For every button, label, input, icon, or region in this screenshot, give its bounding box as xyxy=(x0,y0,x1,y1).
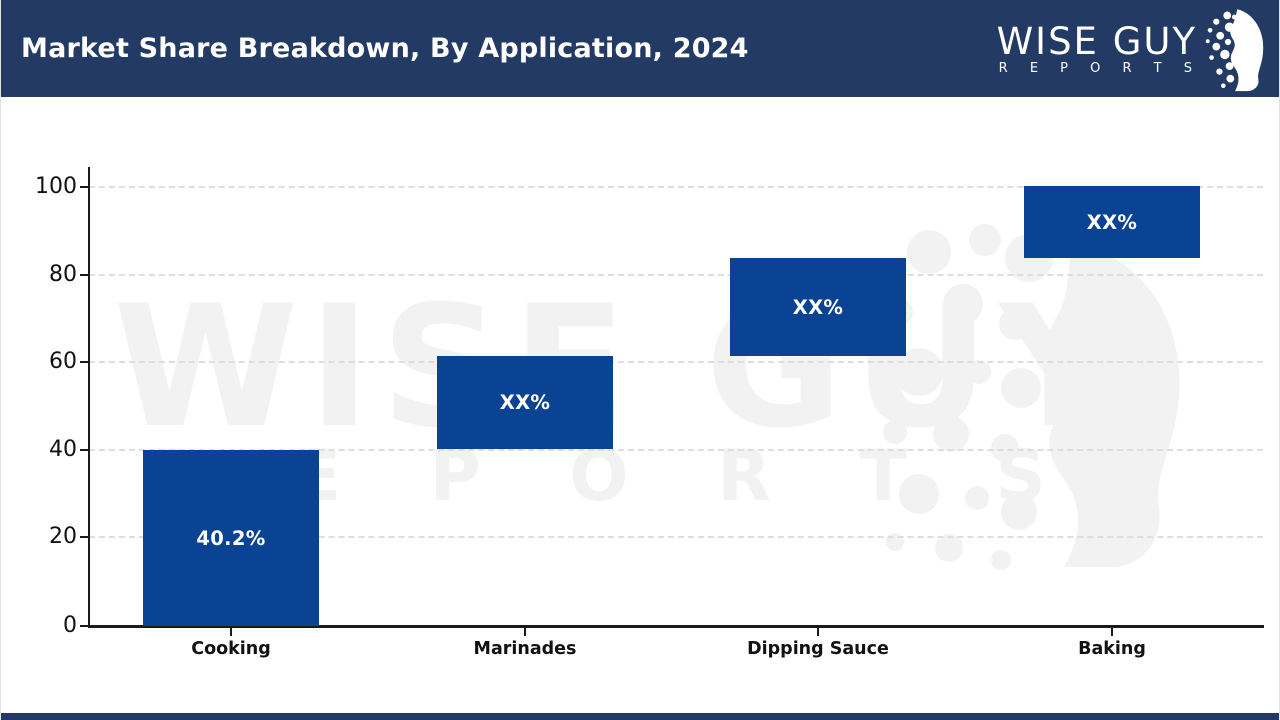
gridline-40 xyxy=(89,449,1263,451)
watermark-dotted-head-icon xyxy=(883,224,1180,570)
x-tick-label-marinades: Marinades xyxy=(473,639,577,659)
bar-dipping-sauce: XX% xyxy=(730,258,906,356)
y-tick-80 xyxy=(80,274,88,276)
y-tick-100 xyxy=(80,186,88,188)
bar-baking: XX% xyxy=(1024,186,1200,258)
x-tick-marinades xyxy=(524,628,526,636)
brand-name: WISE GUY xyxy=(996,20,1198,64)
y-tick-40 xyxy=(80,449,88,451)
y-tick-20 xyxy=(80,536,88,538)
bar-cooking: 40.2% xyxy=(143,450,319,626)
x-tick-label-dipping-sauce: Dipping Sauce xyxy=(747,639,889,659)
page-title: Market Share Breakdown, By Application, … xyxy=(21,33,749,64)
y-tick-label-60: 60 xyxy=(49,349,77,374)
footer-accent-bar xyxy=(1,713,1279,720)
bar-value-label: XX% xyxy=(1086,210,1138,234)
bar-value-label: XX% xyxy=(499,391,551,414)
y-tick-label-0: 0 xyxy=(63,613,77,638)
dotted-head-profile-icon xyxy=(1205,9,1264,92)
y-tick-label-20: 20 xyxy=(49,524,77,549)
brand-logo-text: WISE GUY R E P O R T S xyxy=(993,20,1201,76)
brand-subname: R E P O R T S xyxy=(998,60,1201,76)
y-axis xyxy=(88,167,90,627)
y-tick-0 xyxy=(80,625,88,627)
brand-logo: WISE GUY R E P O R T S xyxy=(993,6,1267,92)
y-tick-label-100: 100 xyxy=(35,174,77,199)
y-tick-60 xyxy=(80,361,88,363)
gridline-60 xyxy=(89,361,1263,363)
bar-marinades: XX% xyxy=(437,356,613,449)
gridline-100 xyxy=(89,186,1263,188)
header: Market Share Breakdown, By Application, … xyxy=(1,0,1279,97)
x-tick-cooking xyxy=(230,628,232,636)
gridline-80 xyxy=(89,274,1263,276)
x-tick-dipping-sauce xyxy=(817,628,819,636)
bar-value-label: 40.2% xyxy=(196,526,266,550)
y-tick-label-80: 80 xyxy=(49,262,77,287)
bar-value-label: XX% xyxy=(792,295,844,319)
x-tick-label-cooking: Cooking xyxy=(191,639,271,659)
x-axis xyxy=(88,625,1264,628)
x-tick-baking xyxy=(1111,628,1113,636)
y-tick-label-40: 40 xyxy=(49,437,77,462)
x-tick-label-baking: Baking xyxy=(1078,639,1146,659)
gridline-20 xyxy=(89,536,1263,538)
